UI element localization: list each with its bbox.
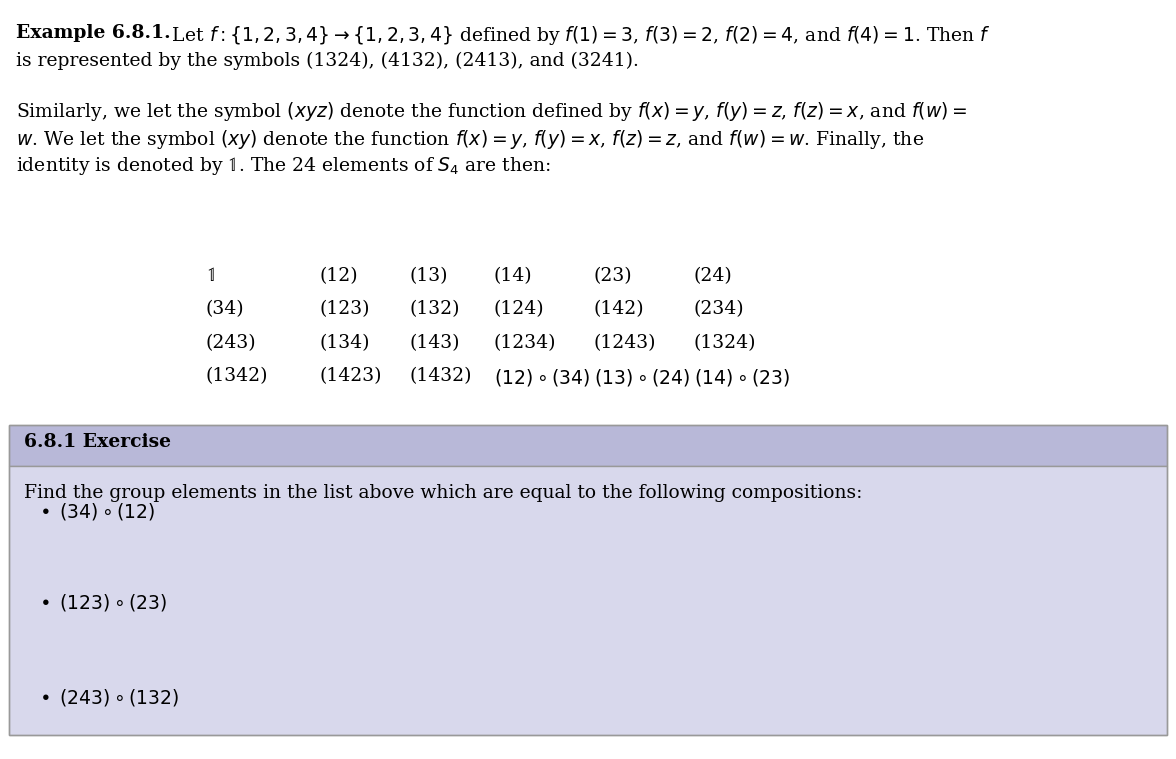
Text: (13): (13) — [409, 267, 448, 285]
Text: Example 6.8.1.: Example 6.8.1. — [16, 24, 171, 43]
Text: 6.8.1 Exercise: 6.8.1 Exercise — [24, 433, 171, 451]
Text: (1243): (1243) — [594, 334, 656, 352]
Text: (23): (23) — [594, 267, 633, 285]
Bar — [9, 466, 1167, 735]
Text: $\bullet$: $\bullet$ — [39, 592, 49, 610]
Text: Similarly, we let the symbol $(xyz)$ denote the function defined by $f(x) = y$, : Similarly, we let the symbol $(xyz)$ den… — [16, 100, 968, 123]
Text: $(34)\circ(12)$: $(34)\circ(12)$ — [59, 501, 155, 522]
Text: $\mathbb{1}$: $\mathbb{1}$ — [206, 267, 214, 285]
Text: (234): (234) — [694, 301, 744, 319]
Text: $w$. We let the symbol $(xy)$ denote the function $f(x) = y$, $f(y) = x$, $f(z) : $w$. We let the symbol $(xy)$ denote the… — [16, 128, 924, 150]
Bar — [9, 425, 1167, 735]
Text: (1234): (1234) — [494, 334, 556, 352]
Text: (143): (143) — [409, 334, 460, 352]
Text: (142): (142) — [594, 301, 644, 319]
Text: (12): (12) — [320, 267, 359, 285]
Text: (134): (134) — [320, 334, 370, 352]
Text: identity is denoted by $\mathbb{1}$. The 24 elements of $S_4$ are then:: identity is denoted by $\mathbb{1}$. The… — [16, 155, 552, 177]
Text: (1432): (1432) — [409, 367, 472, 386]
Text: (14): (14) — [494, 267, 533, 285]
Text: $(12)\circ(34)$: $(12)\circ(34)$ — [494, 367, 590, 389]
Bar — [9, 425, 1167, 466]
Text: Find the group elements in the list above which are equal to the following compo: Find the group elements in the list abov… — [24, 484, 862, 502]
Text: (1342): (1342) — [206, 367, 268, 386]
Text: $\bullet$: $\bullet$ — [39, 501, 49, 519]
Text: $(14)\circ(23)$: $(14)\circ(23)$ — [694, 367, 790, 389]
Text: (1324): (1324) — [694, 334, 756, 352]
Text: (132): (132) — [409, 301, 460, 319]
Text: $(123)\circ(23)$: $(123)\circ(23)$ — [59, 592, 167, 613]
Text: (124): (124) — [494, 301, 544, 319]
Text: (1423): (1423) — [320, 367, 382, 386]
Text: $\bullet$: $\bullet$ — [39, 687, 49, 705]
Text: (34): (34) — [206, 301, 245, 319]
Text: (123): (123) — [320, 301, 370, 319]
Text: (243): (243) — [206, 334, 256, 352]
Text: is represented by the symbols (1324), (4132), (2413), and (3241).: is represented by the symbols (1324), (4… — [16, 52, 640, 70]
Text: $(243)\circ(132)$: $(243)\circ(132)$ — [59, 687, 179, 708]
Text: $(13)\circ(24)$: $(13)\circ(24)$ — [594, 367, 690, 389]
Text: Let $f: \{1,2,3,4\} \to \{1,2,3,4\}$ defined by $f(1) = 3$, $f(3) = 2$, $f(2) = : Let $f: \{1,2,3,4\} \to \{1,2,3,4\}$ def… — [166, 24, 990, 47]
Text: (24): (24) — [694, 267, 733, 285]
